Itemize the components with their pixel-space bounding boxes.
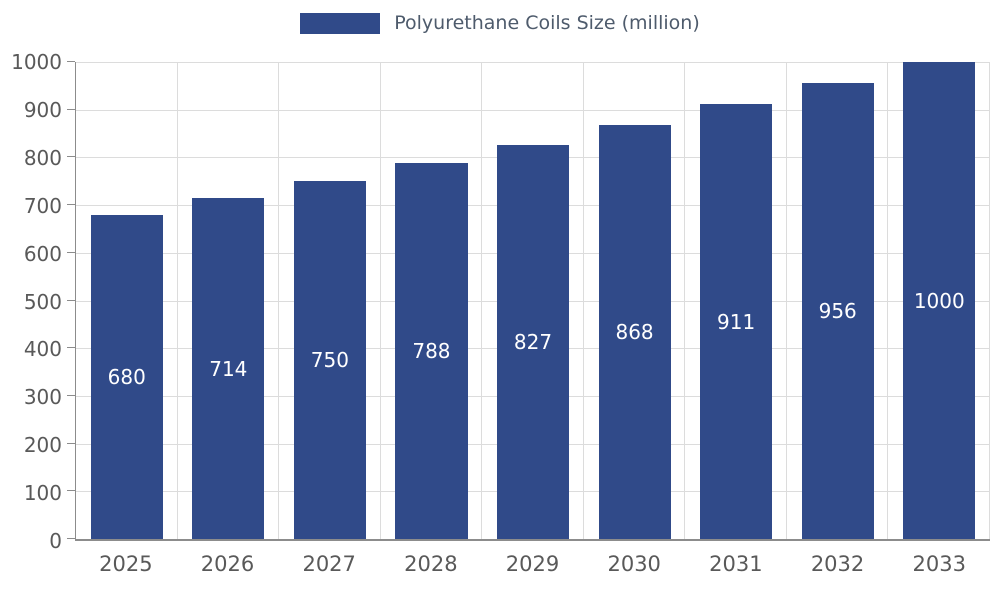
y-tick-mark [67,538,75,539]
y-tick-mark [67,251,75,253]
x-tick-label: 2025 [99,552,153,576]
legend[interactable]: Polyurethane Coils Size (million) [0,12,1000,34]
y-tick-label: 900 [23,97,62,122]
bar-2032[interactable]: 956 [801,83,874,539]
bar-slot: 788 [381,62,483,539]
bar-slot: 956 [787,62,889,539]
bar-2025[interactable]: 680 [90,214,163,539]
v-gridline [582,62,584,539]
bar-value-label: 788 [412,339,451,364]
v-gridline [481,62,483,539]
y-tick-mark [67,61,75,62]
x-tick-label: 2026 [200,552,255,576]
bar-2026[interactable]: 714 [192,198,265,539]
x-tick-label: 2029 [505,552,560,576]
plot-area: 680 714 750 788 827 868 911 956 1000 [67,61,990,541]
v-gridline [989,62,990,539]
v-gridline [379,62,381,539]
y-tick-mark [67,108,75,110]
bar-2030[interactable]: 868 [598,124,671,539]
h-gridline [76,62,990,63]
bar-value-label: 868 [615,319,654,344]
x-tick-label: 2031 [709,552,763,576]
bar-slot: 680 [76,62,178,539]
v-gridline [887,62,889,539]
y-tick-mark [67,156,75,158]
bar-value-label: 956 [818,299,857,323]
v-gridline [176,62,178,539]
bar-slot: 868 [584,62,686,539]
y-axis-tick-labels: 0 100 200 300 400 500 600 700 800 900 1000 [0,50,62,553]
x-tick-label: 2028 [404,552,458,576]
legend-label: Polyurethane Coils Size (million) [394,12,700,34]
bar-2033[interactable]: 1000 [903,62,976,539]
y-tick-mark [67,394,75,396]
bar-value-label: 911 [717,309,756,334]
bar-value-label: 680 [107,364,146,389]
bar-value-label: 1000 [913,288,965,313]
bar-2029[interactable]: 827 [496,144,570,539]
y-tick-label: 500 [23,289,62,314]
bar-slot: 1000 [889,62,991,539]
bar-slot: 714 [178,62,280,539]
v-gridline [785,62,787,539]
v-gridline [684,62,686,539]
v-gridline [278,62,280,539]
y-tick-mark [67,347,75,349]
y-tick-label: 100 [23,481,62,506]
y-tick-mark [67,204,75,206]
y-tick-mark [67,299,75,301]
bar-2027[interactable]: 750 [293,181,366,539]
bar-2031[interactable]: 911 [700,104,773,539]
y-tick-label: 800 [23,145,62,170]
bar-value-label: 714 [209,356,248,381]
x-tick-label: 2032 [810,552,865,576]
y-tick-label: 300 [23,385,62,410]
x-axis-labels: 2025 2026 2027 2028 2029 2030 2031 2032 2033 [75,552,990,576]
legend-swatch-icon[interactable] [300,12,381,34]
y-tick-label: 400 [23,337,62,362]
y-tick-label: 700 [23,193,62,218]
x-tick-label: 2030 [607,552,661,576]
bar-value-label: 827 [513,329,553,354]
y-tick-mark [67,490,75,492]
x-tick-label: 2033 [912,552,966,576]
bars: 680 714 750 788 827 868 911 956 1000 [76,62,990,539]
h-gridline [76,109,990,111]
y-tick-label: 0 [49,529,62,553]
bar-2028[interactable]: 788 [395,163,468,539]
y-tick-label: 600 [23,241,62,266]
bar-value-label: 750 [310,348,349,373]
bar-slot: 911 [685,62,787,539]
bar-slot: 750 [279,62,381,539]
x-tick-label: 2027 [302,552,356,576]
bar-slot: 827 [482,62,584,539]
y-tick-mark [67,442,75,444]
y-tick-label: 1000 [11,50,62,74]
y-tick-label: 200 [23,433,62,458]
